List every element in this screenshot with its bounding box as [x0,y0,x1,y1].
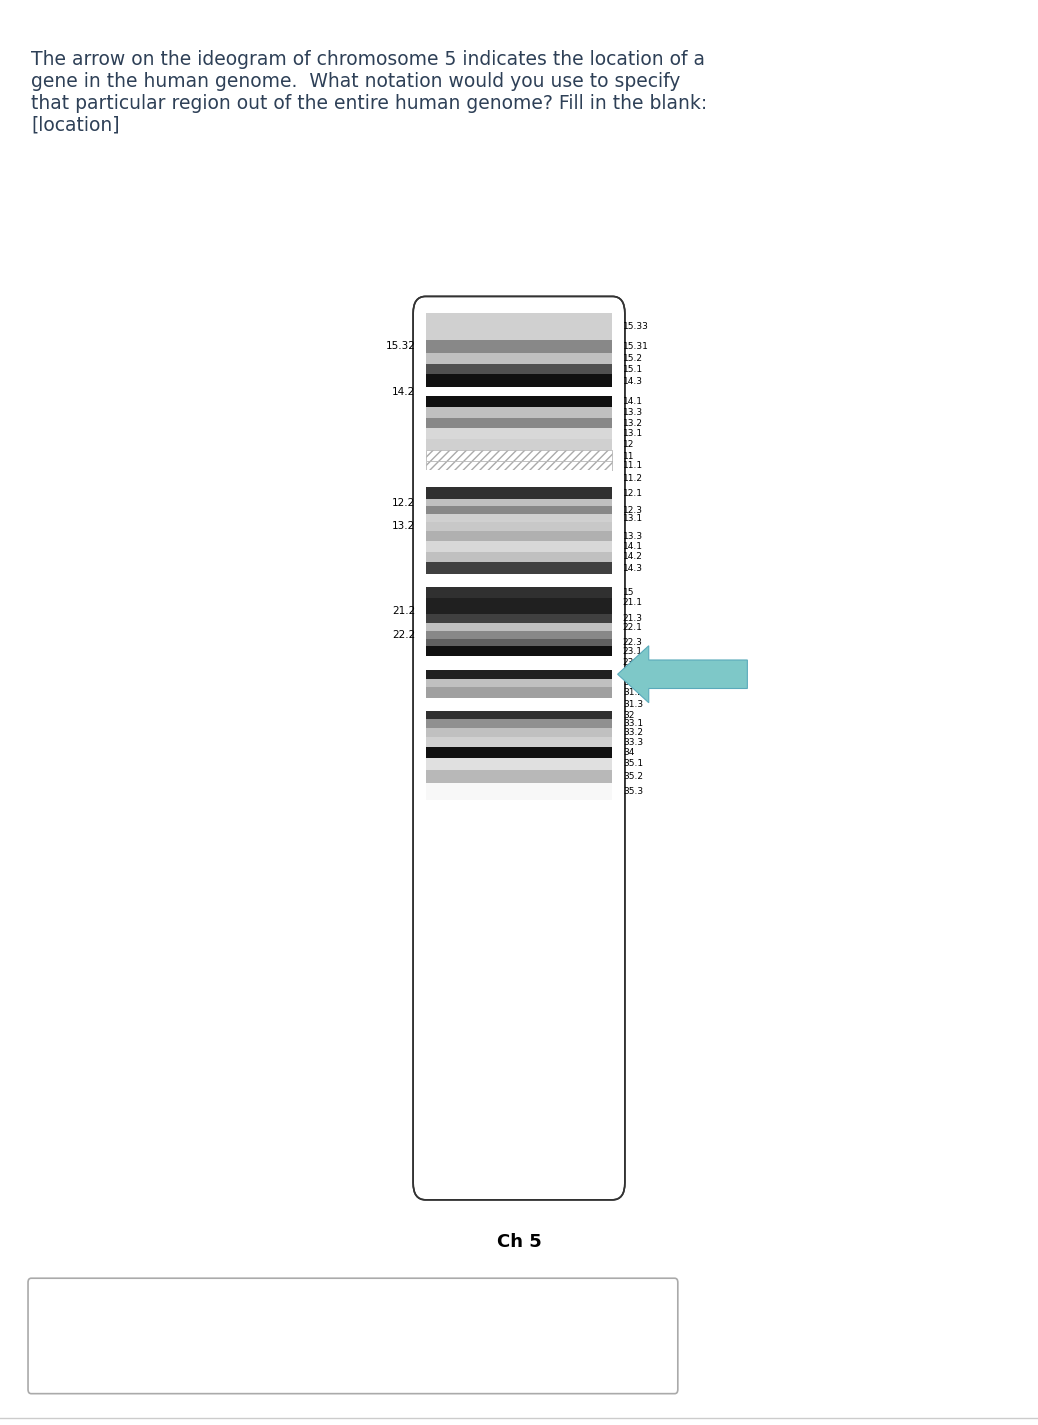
Text: 21.1: 21.1 [623,597,643,607]
Bar [426,720,612,728]
Bar [426,406,612,418]
Text: 14.3: 14.3 [623,564,643,573]
Text: 11.1: 11.1 [623,462,643,470]
Bar [426,758,612,770]
Bar [426,678,612,687]
Text: 13.1: 13.1 [623,429,643,437]
Bar [426,687,612,698]
Bar [426,561,612,574]
Bar [426,506,612,514]
Bar [426,429,612,439]
Bar [426,638,612,647]
Text: 15.1: 15.1 [623,365,643,373]
Bar [426,728,612,737]
Bar [426,514,612,522]
Text: 15.32: 15.32 [385,341,415,351]
Text: 23.1: 23.1 [623,647,643,656]
Text: 12.3: 12.3 [623,506,643,516]
Text: 13.2: 13.2 [623,419,643,428]
Bar [426,522,612,530]
Bar [426,574,612,587]
Bar [426,737,612,747]
Text: 14.1: 14.1 [623,542,643,551]
Bar [426,450,612,462]
FancyBboxPatch shape [413,296,625,1200]
Text: 13.1: 13.1 [623,514,643,523]
FancyBboxPatch shape [28,1278,678,1394]
Bar [426,530,612,542]
Text: 23.3: 23.3 [623,670,643,678]
Bar [426,396,612,406]
Text: 33.3: 33.3 [623,738,643,747]
Bar [426,614,612,623]
Text: 32: 32 [623,711,634,720]
Bar [426,623,612,631]
Text: 33.2: 33.2 [623,728,643,737]
Text: The arrow on the ideogram of chromosome 5 indicates the location of a
gene in th: The arrow on the ideogram of chromosome … [31,50,707,135]
Text: 13.2: 13.2 [392,522,415,532]
Bar [426,352,612,363]
Bar [426,670,612,678]
Bar [426,470,612,487]
Text: 14.3: 14.3 [623,376,643,386]
Bar [426,656,612,670]
Bar [426,551,612,561]
Text: 22.3: 22.3 [623,638,643,647]
Bar [426,363,612,375]
Bar [426,647,612,656]
Bar [426,542,612,551]
Text: 12.2: 12.2 [392,497,415,507]
Bar [426,770,612,782]
Text: 35.2: 35.2 [623,772,643,781]
Bar [426,607,612,614]
Bar [426,339,612,352]
Text: 21.3: 21.3 [623,614,643,623]
Bar [426,462,612,470]
Text: 22.2: 22.2 [392,630,415,640]
Bar [426,418,612,429]
Text: 31.3: 31.3 [623,700,643,710]
Text: 15.33: 15.33 [623,322,649,331]
Text: 35.1: 35.1 [623,760,643,768]
Text: 11: 11 [623,452,634,460]
Bar [426,698,612,711]
Text: 15: 15 [623,589,634,597]
Text: 12: 12 [623,440,634,449]
Bar [426,782,612,801]
Bar [426,747,612,758]
Text: 34: 34 [623,748,634,757]
Text: Ch 5: Ch 5 [496,1233,542,1251]
Polygon shape [618,646,747,703]
Text: 31.2: 31.2 [623,688,643,697]
Text: 13.3: 13.3 [623,532,643,540]
Bar [426,597,612,607]
Bar [426,462,612,470]
Bar [426,499,612,506]
Text: 35.3: 35.3 [623,787,643,797]
Text: 21.2: 21.2 [392,606,415,616]
Text: 33.1: 33.1 [623,720,643,728]
Text: 14.2: 14.2 [623,553,643,561]
Text: 23.2: 23.2 [623,658,643,667]
Text: 15.2: 15.2 [623,355,643,363]
Text: 31.1: 31.1 [623,678,643,687]
Text: 11.2: 11.2 [623,475,643,483]
Bar [426,487,612,499]
Bar [426,587,612,597]
Text: 13.3: 13.3 [623,408,643,418]
Text: 14.2: 14.2 [392,386,415,396]
Text: 14.1: 14.1 [623,396,643,406]
Bar [426,388,612,396]
Text: 22.1: 22.1 [623,623,643,631]
Bar [426,375,612,388]
Bar [426,631,612,638]
Text: 15.31: 15.31 [623,342,649,351]
Bar [426,711,612,720]
Bar [426,439,612,450]
Bar [426,314,612,339]
Text: 12.1: 12.1 [623,489,643,497]
Bar [426,450,612,462]
